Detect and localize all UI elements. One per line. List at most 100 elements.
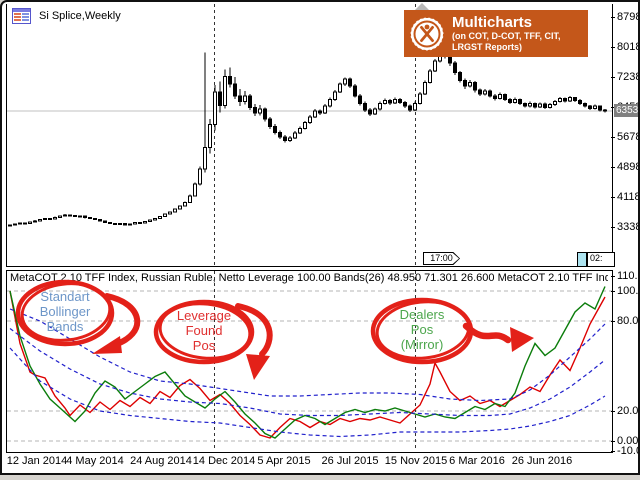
candle-body	[583, 102, 587, 107]
candle-body	[58, 215, 62, 218]
candle-body	[263, 108, 267, 120]
candle-body	[318, 110, 322, 114]
price-tick-label: 48981	[617, 161, 638, 173]
candle-body	[223, 76, 227, 106]
price-tick-label: 80181	[617, 41, 638, 53]
indicator-line	[9, 290, 606, 439]
date-label: 4 May 2014	[66, 455, 124, 467]
candle-body	[553, 101, 557, 106]
axis-tick	[611, 227, 615, 228]
candle-body	[393, 99, 397, 104]
symbol-header: Si Splice,Weekly	[12, 8, 121, 24]
multicharts-banner[interactable]: Multicharts (on COT, D-COT, TFF, CIT, LR…	[404, 10, 588, 57]
candle-body	[358, 95, 362, 104]
candle-body	[33, 220, 37, 223]
candle-body	[133, 222, 137, 225]
candle-body	[218, 91, 222, 106]
candle-body	[533, 102, 537, 108]
candle-body	[143, 221, 147, 224]
candle-body	[23, 222, 27, 225]
indicator-line	[9, 347, 606, 438]
candle-body	[93, 217, 97, 221]
axis-tick	[611, 17, 615, 18]
annotation-text-leverage[interactable]: Leverage Found Pos	[176, 308, 232, 353]
candle-body	[598, 105, 602, 111]
candle-body	[373, 108, 377, 115]
candle-body	[323, 105, 327, 114]
candle-body	[28, 221, 32, 224]
candle-body	[208, 124, 212, 149]
candle-body	[568, 97, 572, 102]
candle-body	[283, 136, 287, 141]
candle-body	[148, 219, 152, 223]
price-axis[interactable]: 8798180181723816458156781489814118133381…	[611, 2, 639, 473]
candle-body	[88, 217, 92, 220]
candle-body	[38, 219, 42, 222]
candle-body	[193, 183, 197, 197]
candle-body	[383, 99, 387, 104]
time-tag-1700[interactable]: 17:00	[423, 252, 460, 265]
candle-body	[228, 76, 232, 85]
axis-tick	[611, 137, 615, 138]
axis-tick	[611, 47, 615, 48]
candle-body	[308, 116, 312, 124]
time-tag-02[interactable]: 02:	[587, 252, 615, 267]
candle-body	[543, 103, 547, 108]
indicator-chart[interactable]	[7, 271, 612, 450]
candle-body	[508, 99, 512, 103]
candle-body	[498, 94, 502, 99]
axis-tick	[611, 276, 615, 277]
candle-body	[593, 105, 597, 109]
candle-body	[203, 147, 207, 170]
candle-body	[433, 60, 437, 72]
date-label: 24 Aug 2014	[130, 455, 192, 467]
candle-body	[563, 97, 567, 102]
candle-body	[538, 103, 542, 108]
candle-body	[78, 215, 82, 218]
candlestick-chart[interactable]	[7, 4, 612, 266]
date-label: 15 Nov 2015	[384, 455, 448, 467]
axis-tick	[611, 411, 615, 412]
candle-body	[68, 214, 72, 217]
candle-body	[493, 95, 497, 99]
candle-body	[288, 137, 292, 141]
candle-body	[188, 195, 192, 203]
candle-body	[428, 70, 432, 83]
value-tick-label: 100.00	[617, 285, 639, 297]
annotation-text-dealers[interactable]: Dealers Pos (Mirror)	[399, 307, 445, 352]
candle-body	[168, 211, 172, 215]
candle-body	[353, 85, 357, 97]
price-tick-label: 56781	[617, 131, 638, 143]
candle-body	[153, 217, 157, 221]
candle-body	[513, 99, 517, 103]
candle-body	[388, 99, 392, 104]
candle-body	[478, 89, 482, 95]
candle-body	[528, 102, 532, 107]
axis-tick	[611, 107, 615, 108]
candle-body	[98, 219, 102, 222]
multicharts-logo-icon	[410, 16, 444, 51]
candle-body	[123, 222, 127, 226]
candle-body	[178, 205, 182, 210]
candle-body	[108, 221, 112, 224]
candle-body	[18, 222, 22, 225]
indicator-line	[9, 328, 606, 417]
candle-body	[453, 62, 457, 74]
candle-body	[503, 94, 507, 101]
candle-body	[603, 109, 607, 112]
candle-body	[468, 81, 472, 87]
annotation-text-bollinger[interactable]: Standart Bollinger Bands	[39, 289, 91, 334]
symbol-label: Si Splice,Weekly	[39, 10, 121, 22]
date-label: 26 Jul 2015	[321, 455, 379, 467]
time-tag-color-box[interactable]	[577, 252, 587, 267]
candle-body	[578, 99, 582, 104]
candle-body	[303, 122, 307, 129]
candle-body	[523, 102, 527, 107]
candle-body	[588, 105, 592, 109]
indicator-line	[9, 286, 606, 439]
candle-body	[473, 81, 477, 91]
candle-body	[573, 97, 577, 101]
time-axis[interactable]: 12 Jan 2014 4 May 2014 24 Aug 2014 14 Dec 2…	[2, 455, 638, 471]
value-tick-label: 110.00	[617, 270, 638, 282]
axis-tick	[611, 321, 615, 322]
